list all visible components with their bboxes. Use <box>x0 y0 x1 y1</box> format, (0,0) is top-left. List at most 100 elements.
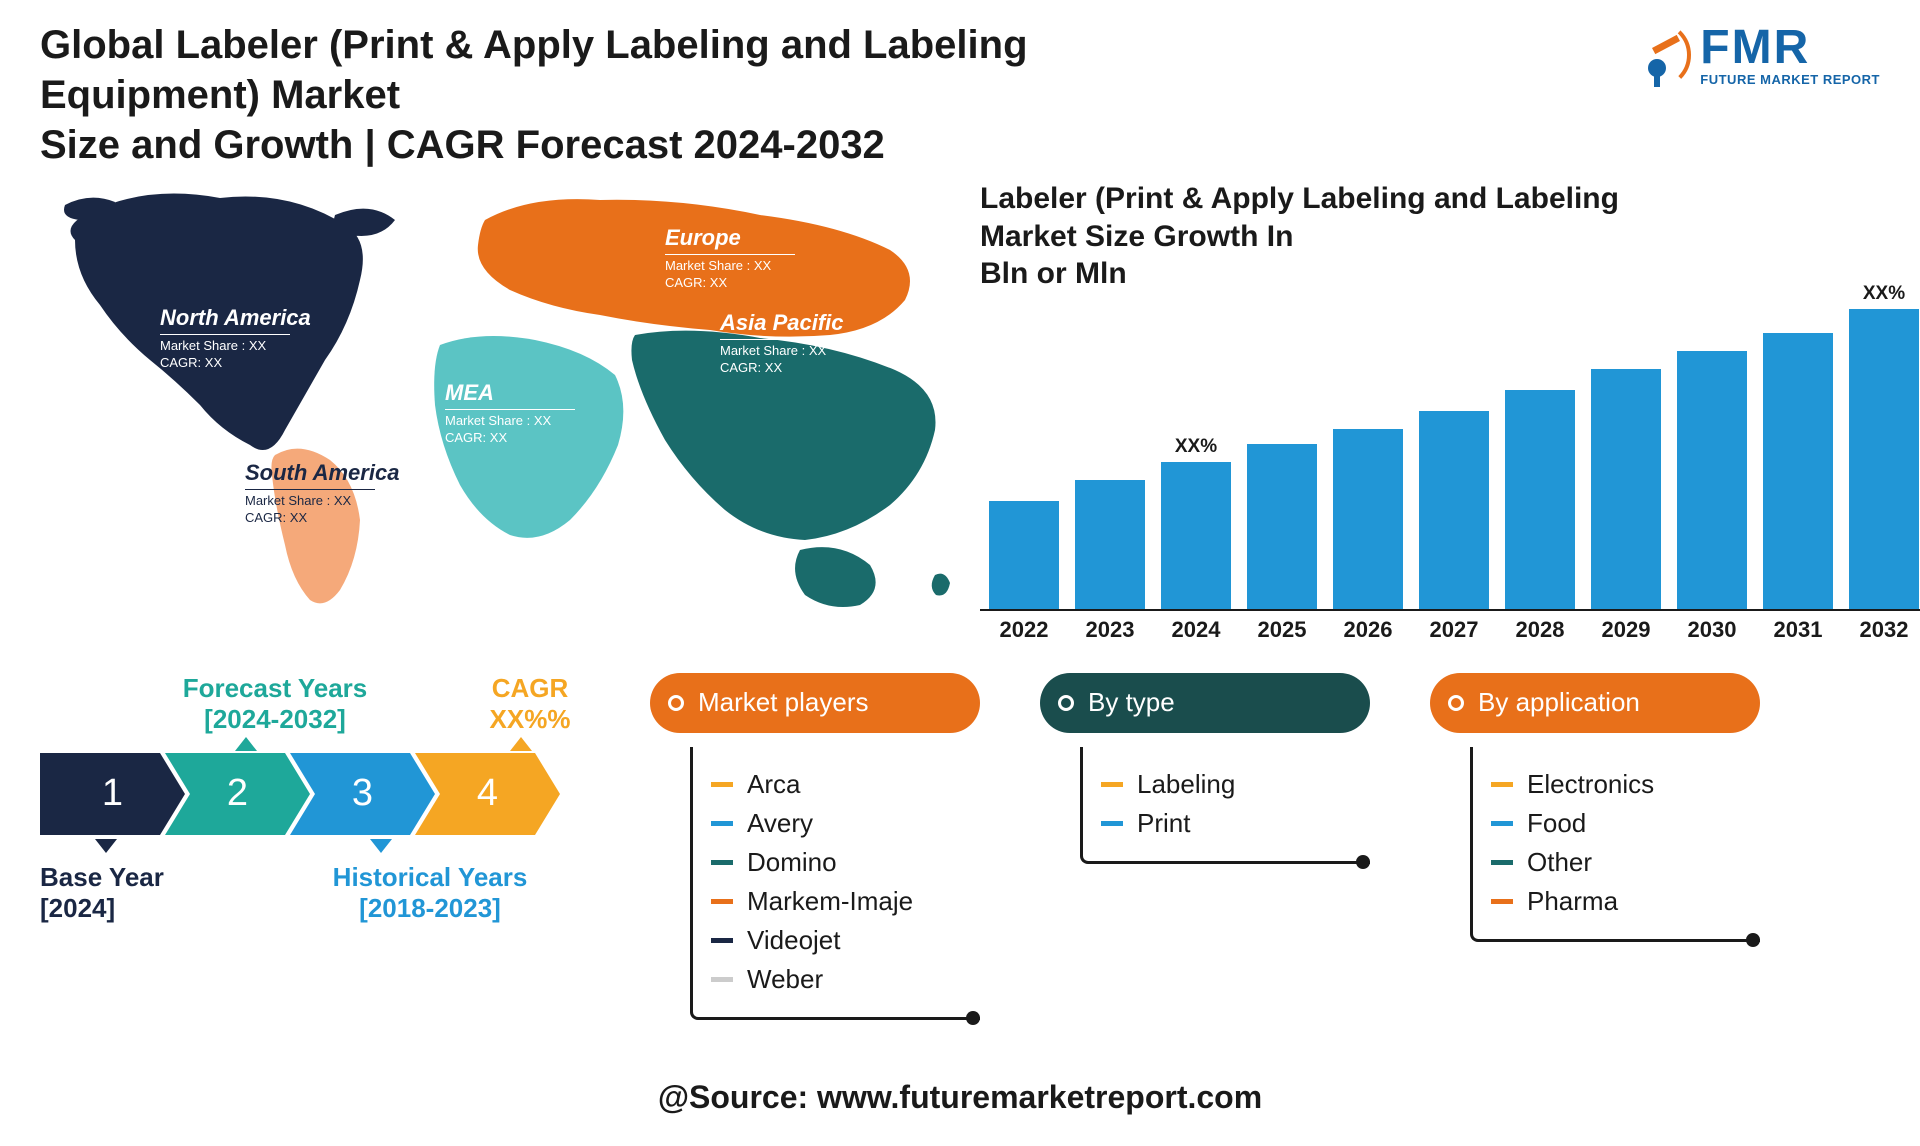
list-marker-icon <box>1101 821 1123 826</box>
bar-annotation-2032: XX% <box>1863 283 1905 305</box>
title-line-2: Size and Growth | CAGR Forecast 2024-203… <box>40 123 885 167</box>
x-label-2029: 2029 <box>1590 617 1662 643</box>
bar-2027 <box>1418 411 1490 609</box>
list-marker-icon <box>711 860 733 865</box>
pill-dot-icon <box>1448 695 1464 711</box>
list-item-label: Domino <box>747 843 837 882</box>
list-item-label: Other <box>1527 843 1592 882</box>
logo-text: FMR FUTURE MARKET REPORT <box>1700 24 1880 87</box>
x-axis-labels: 2022202320242025202620272028202920302031… <box>980 611 1920 643</box>
x-label-2032: 2032 <box>1848 617 1920 643</box>
bar-rect <box>1763 333 1833 609</box>
list-marker-icon <box>1491 821 1513 826</box>
region-divider <box>665 254 795 255</box>
bars-container: XX% XX% <box>980 301 1920 611</box>
fmr-logo: FMR FUTURE MARKET REPORT <box>1622 20 1880 90</box>
category-by-type: By type LabelingPrint <box>1040 673 1370 1020</box>
timeline: Forecast Years [2024-2032] CAGR XX%% 123… <box>40 673 600 835</box>
list-item: Other <box>1491 843 1760 882</box>
forecast-label: Forecast Years [2024-2032] <box>175 673 375 735</box>
region-share: Market Share : XX <box>665 258 795 275</box>
triangle-down-icon <box>95 839 117 853</box>
category-by-application: By application ElectronicsFoodOtherPharma <box>1430 673 1760 1020</box>
x-label-2027: 2027 <box>1418 617 1490 643</box>
step-number: 3 <box>352 772 373 815</box>
list-marker-icon <box>1491 782 1513 787</box>
category-list: LabelingPrint <box>1080 747 1370 864</box>
list-item-label: Arca <box>747 765 800 804</box>
triangle-up-icon <box>510 737 532 751</box>
timeline-step-2: 2 <box>165 753 310 835</box>
list-item-label: Weber <box>747 960 823 999</box>
historical-label: Historical Years [2018-2023] <box>320 862 540 924</box>
category-list: ElectronicsFoodOtherPharma <box>1470 747 1760 942</box>
step-number: 4 <box>477 772 498 815</box>
chart-title-l1: Labeler (Print & Apply Labeling and Labe… <box>980 182 1619 215</box>
timeline-step-4: 4 <box>415 753 560 835</box>
category-pill: Market players <box>650 673 980 733</box>
list-item: Avery <box>711 804 980 843</box>
category-title: By type <box>1088 687 1175 718</box>
region-divider <box>245 489 375 490</box>
bar-rect <box>1333 429 1403 609</box>
region-label-south-america: South AmericaMarket Share : XXCAGR: XX <box>245 460 399 527</box>
bar-rect <box>1419 411 1489 609</box>
logo-main: FMR <box>1700 24 1880 72</box>
region-name: Asia Pacific <box>720 310 850 336</box>
timeline-step-1: 1 <box>40 753 185 835</box>
category-market-players: Market players ArcaAveryDominoMarkem-Imaj… <box>650 673 980 1020</box>
bar-rect <box>1677 351 1747 609</box>
triangle-down-icon <box>370 839 392 853</box>
x-label-2031: 2031 <box>1762 617 1834 643</box>
x-label-2025: 2025 <box>1246 617 1318 643</box>
region-label-north-america: North AmericaMarket Share : XXCAGR: XX <box>160 305 311 372</box>
step-number: 2 <box>227 772 248 815</box>
category-list: ArcaAveryDominoMarkem-ImajeVideojetWeber <box>690 747 980 1020</box>
base-range: [2024] <box>40 893 115 923</box>
bar-2030 <box>1676 351 1748 609</box>
bar-rect: XX% <box>1161 462 1231 609</box>
bar-rect: XX% <box>1849 309 1919 609</box>
list-item-label: Labeling <box>1137 765 1235 804</box>
bar-2028 <box>1504 390 1576 609</box>
bar-annotation-2024: XX% <box>1175 436 1217 458</box>
bar-rect <box>1075 480 1145 609</box>
base-text: Base Year <box>40 862 164 892</box>
source-attribution: @Source: www.futuremarketreport.com <box>0 1079 1920 1116</box>
list-item: Pharma <box>1491 882 1760 921</box>
category-columns: Market players ArcaAveryDominoMarkem-Imaj… <box>650 673 1760 1020</box>
list-item-label: Food <box>1527 804 1586 843</box>
list-marker-icon <box>711 782 733 787</box>
pill-dot-icon <box>1058 695 1074 711</box>
chevron-row: 12 3 4 <box>40 753 600 835</box>
region-divider <box>445 409 575 410</box>
list-marker-icon <box>711 938 733 943</box>
region-share: Market Share : XX <box>160 338 311 355</box>
list-marker-icon <box>1491 899 1513 904</box>
x-label-2030: 2030 <box>1676 617 1748 643</box>
category-pill: By type <box>1040 673 1370 733</box>
list-marker-icon <box>1491 860 1513 865</box>
bar-2029 <box>1590 369 1662 609</box>
list-item-label: Electronics <box>1527 765 1654 804</box>
base-year-label: Base Year [2024] <box>40 862 200 924</box>
list-marker-icon <box>711 977 733 982</box>
category-title: By application <box>1478 687 1640 718</box>
bar-2024: XX% <box>1160 462 1232 609</box>
logo-sub: FUTURE MARKET REPORT <box>1700 72 1880 87</box>
region-cagr: CAGR: XX <box>445 430 575 447</box>
bar-rect <box>1505 390 1575 609</box>
region-divider <box>160 334 290 335</box>
list-marker-icon <box>711 821 733 826</box>
main-row: North America Market Share : XX CAGR: XX So… <box>0 180 1920 643</box>
title-line-1: Global Labeler (Print & Apply Labeling a… <box>40 23 1028 117</box>
region-label-asia-pacific: Asia PacificMarket Share : XXCAGR: XX <box>720 310 850 377</box>
region-name: North America <box>160 305 311 331</box>
chart-title-l3: Bln or Mln <box>980 257 1127 290</box>
header: Global Labeler (Print & Apply Labeling a… <box>0 0 1920 180</box>
hist-text: Historical Years <box>333 862 528 892</box>
list-item-label: Print <box>1137 804 1190 843</box>
cagr-text: CAGR <box>492 673 569 703</box>
page-title: Global Labeler (Print & Apply Labeling a… <box>40 20 1240 170</box>
triangle-up-icon <box>235 737 257 751</box>
